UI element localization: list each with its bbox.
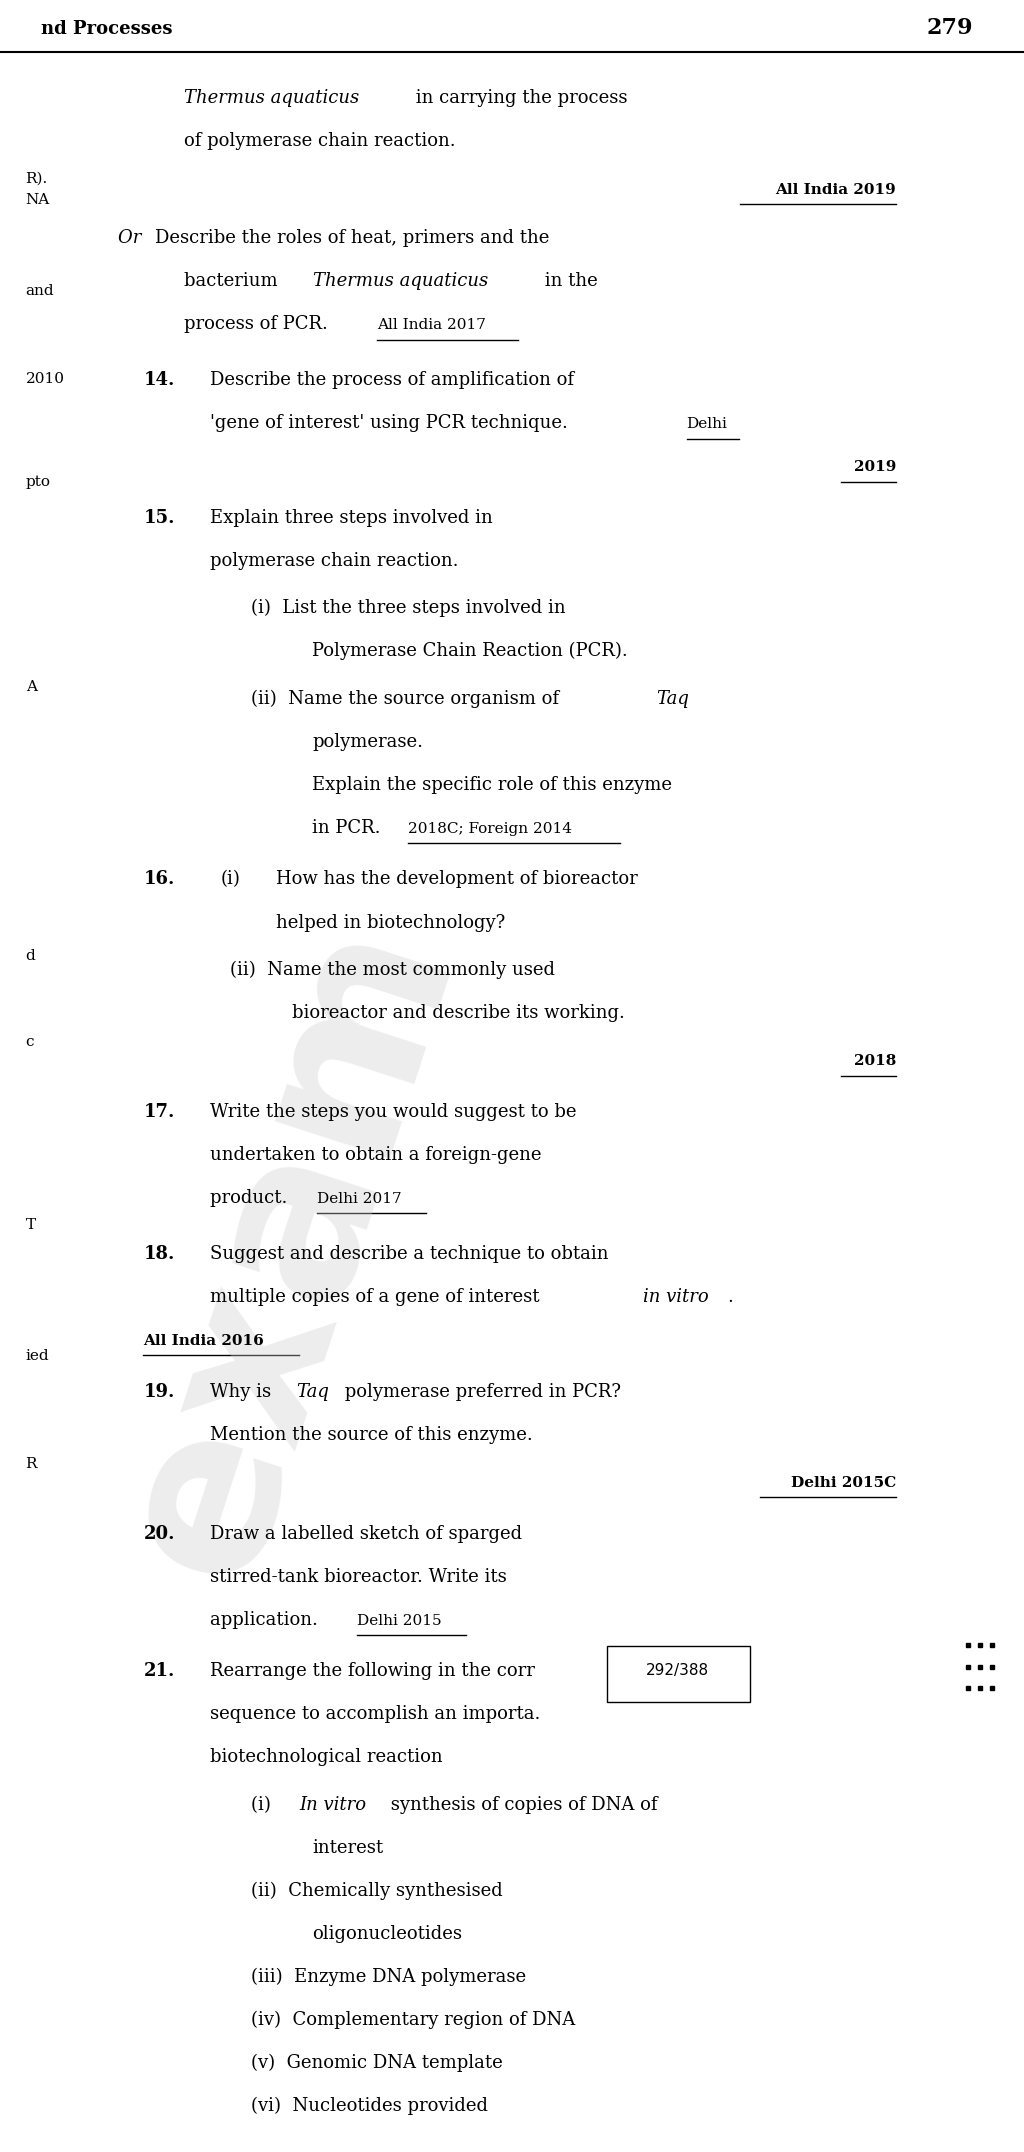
Text: Thermus aquaticus: Thermus aquaticus: [184, 88, 359, 108]
Text: polymerase chain reaction.: polymerase chain reaction.: [210, 551, 459, 570]
Text: (iii)  Enzyme DNA polymerase: (iii) Enzyme DNA polymerase: [251, 1967, 526, 1986]
Text: 'gene of interest' using PCR technique.: 'gene of interest' using PCR technique.: [210, 413, 580, 433]
Text: (i)  List the three steps involved in: (i) List the three steps involved in: [251, 598, 565, 618]
Text: 17.: 17.: [143, 1102, 175, 1121]
Text: oligonucleotides: oligonucleotides: [312, 1924, 462, 1943]
Text: ied: ied: [26, 1349, 49, 1362]
Text: Delhi 2017: Delhi 2017: [317, 1192, 401, 1205]
FancyBboxPatch shape: [607, 1646, 750, 1702]
Text: polymerase.: polymerase.: [312, 732, 423, 751]
Text: in carrying the process: in carrying the process: [411, 88, 628, 108]
Text: (ii)  Name the source organism of: (ii) Name the source organism of: [251, 689, 564, 708]
Text: Suggest and describe a technique to obtain: Suggest and describe a technique to obta…: [210, 1244, 608, 1263]
Text: nd Processes: nd Processes: [41, 19, 172, 39]
Text: in PCR.: in PCR.: [312, 818, 387, 837]
Text: All India 2016: All India 2016: [143, 1334, 264, 1347]
Text: bioreactor and describe its working.: bioreactor and describe its working.: [292, 1003, 625, 1022]
Text: Draw a labelled sketch of sparged: Draw a labelled sketch of sparged: [210, 1524, 522, 1543]
Text: In vitro: In vitro: [299, 1795, 366, 1814]
Text: sequence to accomplish an importa.: sequence to accomplish an importa.: [210, 1704, 541, 1724]
Text: 14.: 14.: [143, 370, 175, 390]
Text: Explain three steps involved in: Explain three steps involved in: [210, 508, 493, 527]
Text: (i): (i): [251, 1795, 288, 1814]
Text: of polymerase chain reaction.: of polymerase chain reaction.: [184, 131, 456, 151]
Text: R).: R).: [26, 172, 48, 185]
Text: in the: in the: [539, 271, 597, 291]
Text: bacterium: bacterium: [184, 271, 284, 291]
Text: 2018C; Foreign 2014: 2018C; Foreign 2014: [409, 822, 572, 835]
Text: (i): (i): [220, 869, 240, 889]
Text: 292/388: 292/388: [646, 1663, 710, 1679]
Text: Describe the process of amplification of: Describe the process of amplification of: [210, 370, 573, 390]
Text: process of PCR.: process of PCR.: [184, 314, 334, 334]
Text: (vi)  Nucleotides provided: (vi) Nucleotides provided: [251, 2096, 487, 2115]
Text: synthesis of copies of DNA of: synthesis of copies of DNA of: [385, 1795, 657, 1814]
Text: Polymerase Chain Reaction (PCR).: Polymerase Chain Reaction (PCR).: [312, 641, 628, 661]
Text: 16.: 16.: [143, 869, 175, 889]
Text: 279: 279: [927, 17, 973, 39]
Text: Delhi 2015C: Delhi 2015C: [791, 1476, 896, 1489]
Text: A: A: [26, 680, 37, 693]
Text: .: .: [727, 1287, 733, 1306]
Text: application.: application.: [210, 1610, 324, 1629]
Text: 15.: 15.: [143, 508, 175, 527]
Text: 2019: 2019: [854, 461, 896, 473]
Text: Taq: Taq: [296, 1382, 329, 1401]
Text: (ii)  Name the most commonly used: (ii) Name the most commonly used: [230, 960, 555, 979]
Text: (iv)  Complementary region of DNA: (iv) Complementary region of DNA: [251, 2010, 575, 2029]
Text: Or: Or: [118, 228, 146, 247]
Text: 2018: 2018: [854, 1054, 896, 1067]
Text: biotechnological reaction: biotechnological reaction: [210, 1747, 442, 1767]
Text: undertaken to obtain a foreign-gene: undertaken to obtain a foreign-gene: [210, 1145, 542, 1164]
Text: Delhi 2015: Delhi 2015: [356, 1614, 441, 1627]
Text: 21.: 21.: [143, 1661, 175, 1681]
Text: c: c: [26, 1035, 34, 1048]
Text: exam: exam: [82, 893, 495, 1603]
Text: (v)  Genomic DNA template: (v) Genomic DNA template: [251, 2053, 503, 2072]
Text: product.: product.: [210, 1188, 293, 1207]
Text: All India 2019: All India 2019: [775, 183, 896, 196]
Text: Thermus aquaticus: Thermus aquaticus: [312, 271, 487, 291]
Text: All India 2017: All India 2017: [378, 318, 486, 331]
Text: helped in biotechnology?: helped in biotechnology?: [276, 912, 506, 932]
Text: d: d: [26, 949, 36, 962]
Text: polymerase preferred in PCR?: polymerase preferred in PCR?: [339, 1382, 621, 1401]
Text: 2010: 2010: [26, 372, 65, 385]
Text: (ii)  Chemically synthesised: (ii) Chemically synthesised: [251, 1881, 503, 1900]
Text: stirred-tank bioreactor. Write its: stirred-tank bioreactor. Write its: [210, 1567, 507, 1586]
Text: 19.: 19.: [143, 1382, 175, 1401]
Text: Taq: Taq: [655, 689, 688, 708]
Text: T: T: [26, 1218, 36, 1231]
Text: Why is: Why is: [210, 1382, 276, 1401]
Text: multiple copies of a gene of interest: multiple copies of a gene of interest: [210, 1287, 545, 1306]
Text: 18.: 18.: [143, 1244, 175, 1263]
Text: pto: pto: [26, 476, 50, 489]
Text: How has the development of bioreactor: How has the development of bioreactor: [276, 869, 638, 889]
Text: in vitro: in vitro: [642, 1287, 709, 1306]
Text: Write the steps you would suggest to be: Write the steps you would suggest to be: [210, 1102, 577, 1121]
Text: Describe the roles of heat, primers and the: Describe the roles of heat, primers and …: [156, 228, 550, 247]
Text: and: and: [26, 284, 54, 297]
Text: Rearrange the following in the corr: Rearrange the following in the corr: [210, 1661, 535, 1681]
Text: 20.: 20.: [143, 1524, 175, 1543]
Text: Explain the specific role of this enzyme: Explain the specific role of this enzyme: [312, 775, 673, 794]
Text: R: R: [26, 1457, 37, 1470]
Text: Mention the source of this enzyme.: Mention the source of this enzyme.: [210, 1425, 532, 1444]
Text: NA: NA: [26, 194, 50, 207]
Text: Delhi: Delhi: [686, 417, 727, 430]
Text: interest: interest: [312, 1838, 383, 1857]
